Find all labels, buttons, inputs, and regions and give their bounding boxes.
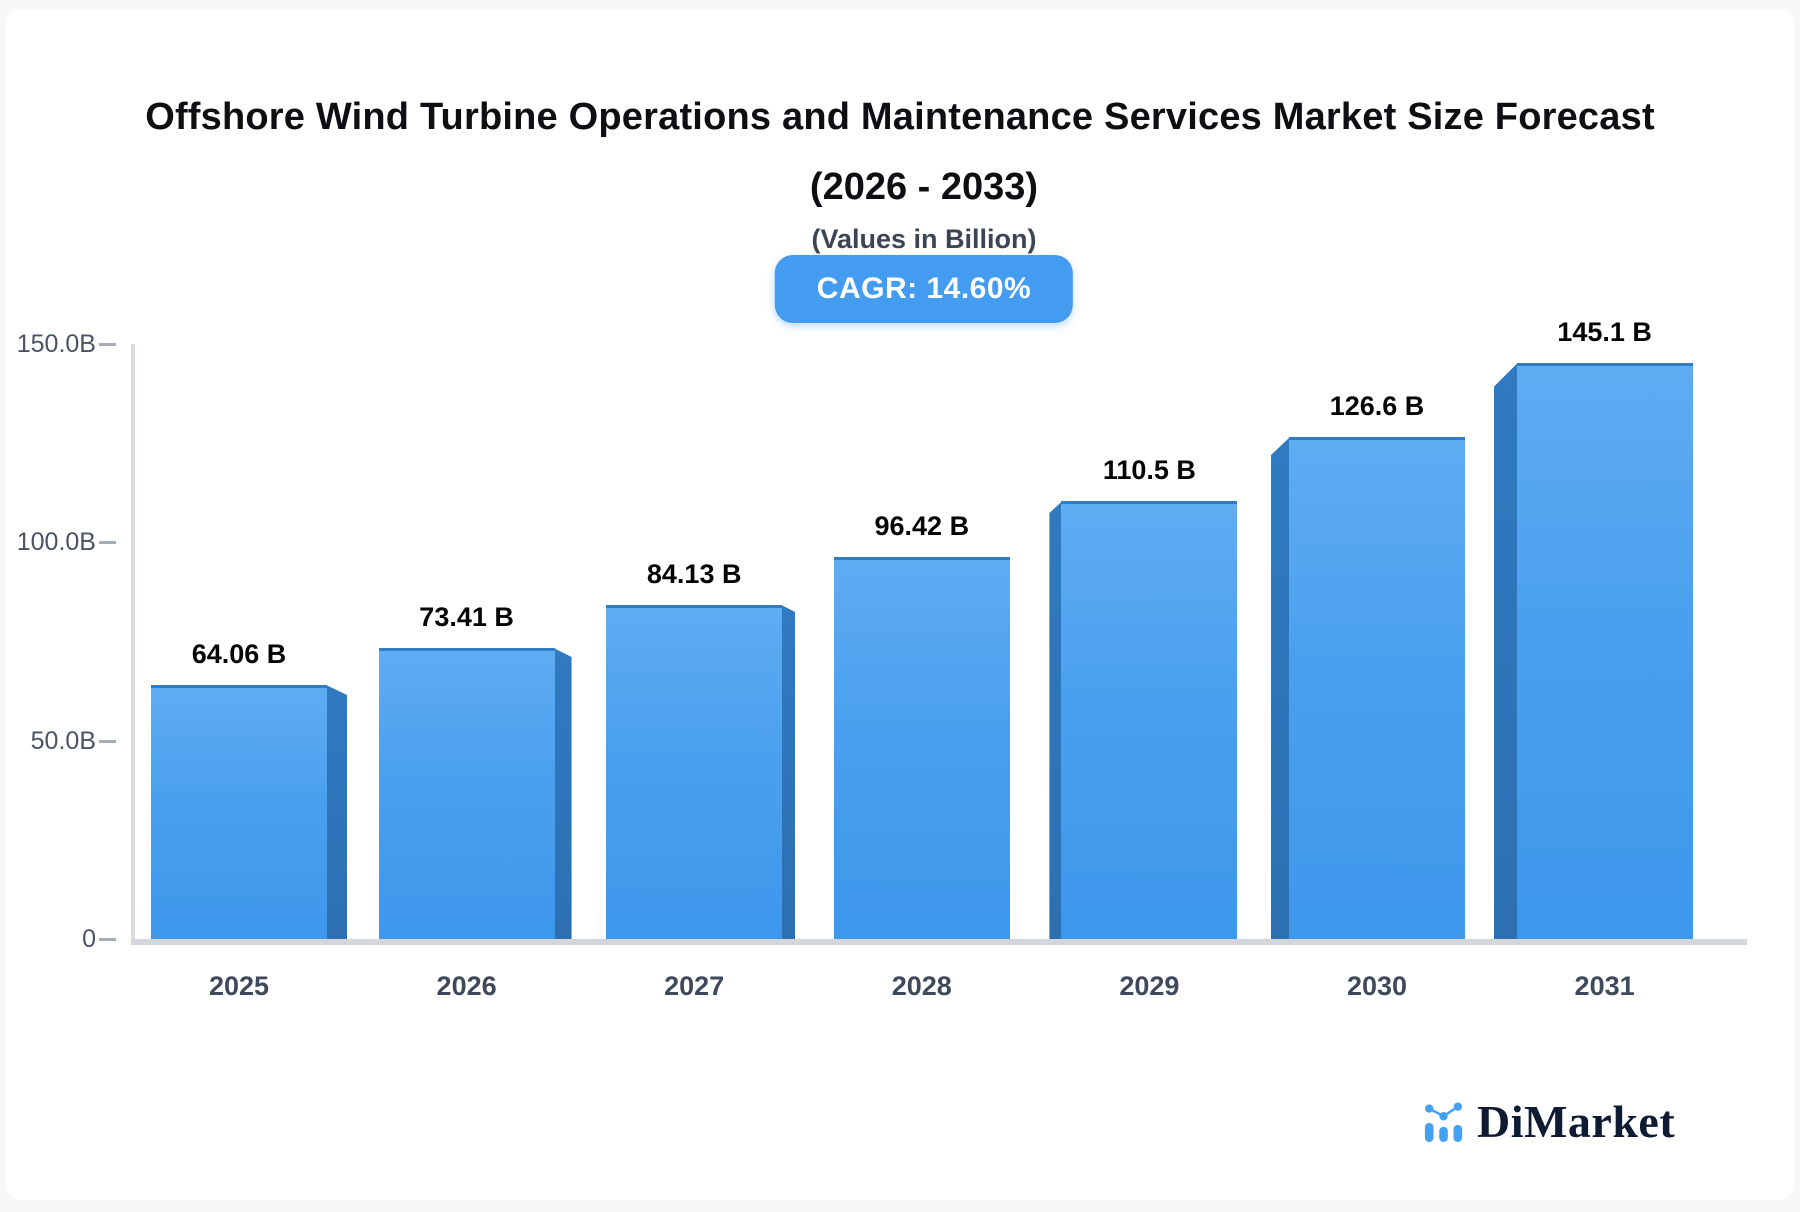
x-tick-label: 2029 xyxy=(1119,971,1180,1001)
y-tick-dash xyxy=(99,541,116,545)
x-tick-label: 2025 xyxy=(208,971,270,1001)
bar-value-label: 126.6 B xyxy=(1329,391,1425,421)
bar-face[interactable] xyxy=(378,648,555,939)
y-tick-label: 100.0B xyxy=(16,528,96,557)
bar-2025 xyxy=(151,685,347,939)
x-axis-line xyxy=(131,939,1747,945)
x-tick-label: 2030 xyxy=(1346,971,1408,1001)
y-tick-dash xyxy=(99,938,116,941)
y-axis-line xyxy=(131,344,135,945)
bar-2031 xyxy=(1493,363,1693,939)
bar-value-label: 145.1 B xyxy=(1557,317,1652,347)
bar-face[interactable] xyxy=(1516,363,1693,939)
bar-side-face xyxy=(326,685,347,939)
y-tick-label: 50.0B xyxy=(30,726,96,755)
bar-2027 xyxy=(606,605,796,939)
bar-value-label: 84.13 B xyxy=(646,559,742,589)
bar-side-face xyxy=(1493,363,1518,939)
bar-face[interactable] xyxy=(1061,501,1238,939)
chart-title-line2: (2026 - 2033) xyxy=(809,166,1039,208)
bar-face[interactable] xyxy=(606,605,783,939)
bar-face[interactable] xyxy=(833,557,1010,939)
bar-2030 xyxy=(1271,437,1465,939)
bar-side-face xyxy=(553,648,572,939)
bar-face[interactable] xyxy=(151,685,327,939)
x-tick-label: 2026 xyxy=(436,971,497,1001)
x-tick-label: 2031 xyxy=(1574,971,1635,1001)
bar-side-face xyxy=(1271,437,1290,939)
bar-face[interactable] xyxy=(1289,437,1465,939)
bar-2028 xyxy=(833,557,1010,939)
chart-subtitle: (Values in Billion) xyxy=(811,224,1037,254)
y-tick-dash xyxy=(99,343,116,346)
bar-2026 xyxy=(378,648,572,939)
bar-side-face xyxy=(1049,501,1063,939)
bar-value-label: 64.06 B xyxy=(191,639,287,669)
y-tick-label: 150.0B xyxy=(16,330,96,358)
bar-2029 xyxy=(1049,501,1238,939)
cagr-badge: CAGR: 14.60% xyxy=(774,255,1074,323)
bar-value-label: 73.41 B xyxy=(419,602,514,632)
x-tick-label: 2027 xyxy=(664,971,725,1001)
bar-side-face xyxy=(781,605,796,939)
bar-chart-trend-icon xyxy=(1424,1102,1463,1142)
y-tick-dash xyxy=(99,739,116,743)
brand-name: DiMarket xyxy=(1477,1096,1676,1147)
brand-logo: DiMarket xyxy=(1423,1095,1675,1145)
y-tick-label: 0 xyxy=(82,925,96,953)
chart-title-line1: Offshore Wind Turbine Operations and Mai… xyxy=(145,96,1655,138)
bar-value-label: 96.42 B xyxy=(874,511,970,541)
bar-value-label: 110.5 B xyxy=(1102,455,1196,485)
x-tick-label: 2028 xyxy=(891,971,952,1001)
